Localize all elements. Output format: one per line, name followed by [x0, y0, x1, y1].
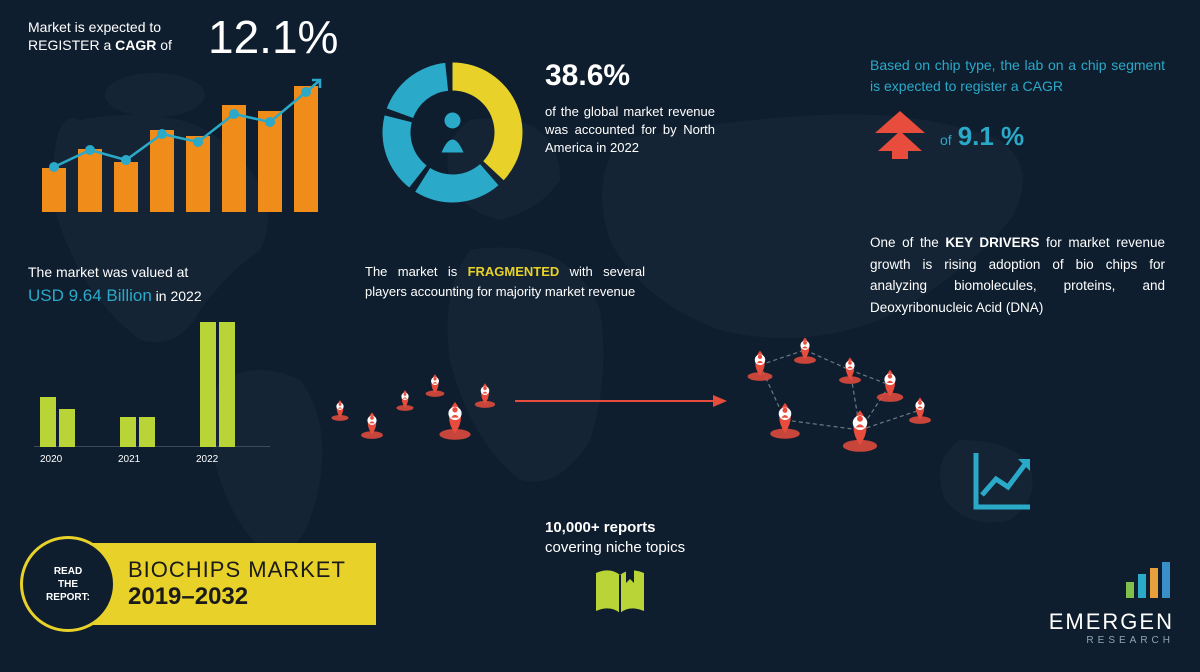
book-icon [590, 565, 650, 625]
donut-text: 38.6% of the global market revenue was a… [545, 55, 715, 158]
logo-sub: RESEARCH [1049, 635, 1174, 646]
chevron-up-icon: of 9.1 % [870, 111, 1165, 161]
emergen-logo: EMERGEN RESEARCH [1049, 562, 1174, 646]
pins-right [735, 330, 955, 480]
reports-sub: covering niche topics [545, 539, 685, 556]
chip-type-text: Based on chip type, the lab on a chip se… [870, 55, 1165, 97]
arrow-icon [515, 400, 725, 402]
cagr-label-1: Market is expected to [28, 19, 161, 35]
banner-circle: READTHEREPORT: [20, 536, 116, 632]
pins-left [310, 350, 510, 460]
valued-line1: The market was valued at [28, 264, 188, 280]
banner-title: BIOCHIPS MARKET [128, 557, 346, 583]
cagr-label-2: REGISTER a CAGR of [28, 37, 172, 53]
banner-years: 2019–2032 [128, 583, 346, 611]
reports-count: 10,000+ reports [545, 519, 656, 536]
frag-pre: The market is [365, 264, 468, 279]
donut-value: 38.6% [545, 55, 715, 97]
drivers-pre: One of the [870, 235, 945, 250]
chip-of: of [940, 132, 952, 148]
chip-type-block: Based on chip type, the lab on a chip se… [870, 55, 1165, 161]
frag-hl: FRAGMENTED [468, 264, 560, 279]
chip-value: 9.1 % [958, 121, 1025, 151]
growth-chart-icon [968, 445, 1038, 520]
banner-circle-text: READTHEREPORT: [46, 565, 90, 604]
key-drivers-text: One of the KEY DRIVERS for market revenu… [870, 232, 1165, 318]
fragmented-text: The market is FRAGMENTED with several pl… [365, 262, 645, 302]
report-banner: READTHEREPORT: BIOCHIPS MARKET 2019–2032 [20, 536, 376, 632]
barline-chart [42, 72, 302, 212]
greenbars-chart: 202020212022 [40, 320, 280, 465]
drivers-kd: KEY DRIVERS [945, 235, 1039, 250]
valued-block: The market was valued at USD 9.64 Billio… [28, 262, 258, 309]
logo-name: EMERGEN [1049, 609, 1174, 635]
valued-usd: USD 9.64 Billion [28, 286, 152, 305]
reports-block: 10,000+ reports covering niche topics [545, 518, 775, 557]
cagr-block: Market is expected toREGISTER a CAGR of … [28, 18, 368, 54]
valued-suffix: in 2022 [152, 288, 202, 304]
donut-chart [375, 55, 530, 210]
donut-desc: of the global market revenue was account… [545, 103, 715, 158]
cagr-value: 12.1% [208, 10, 338, 64]
